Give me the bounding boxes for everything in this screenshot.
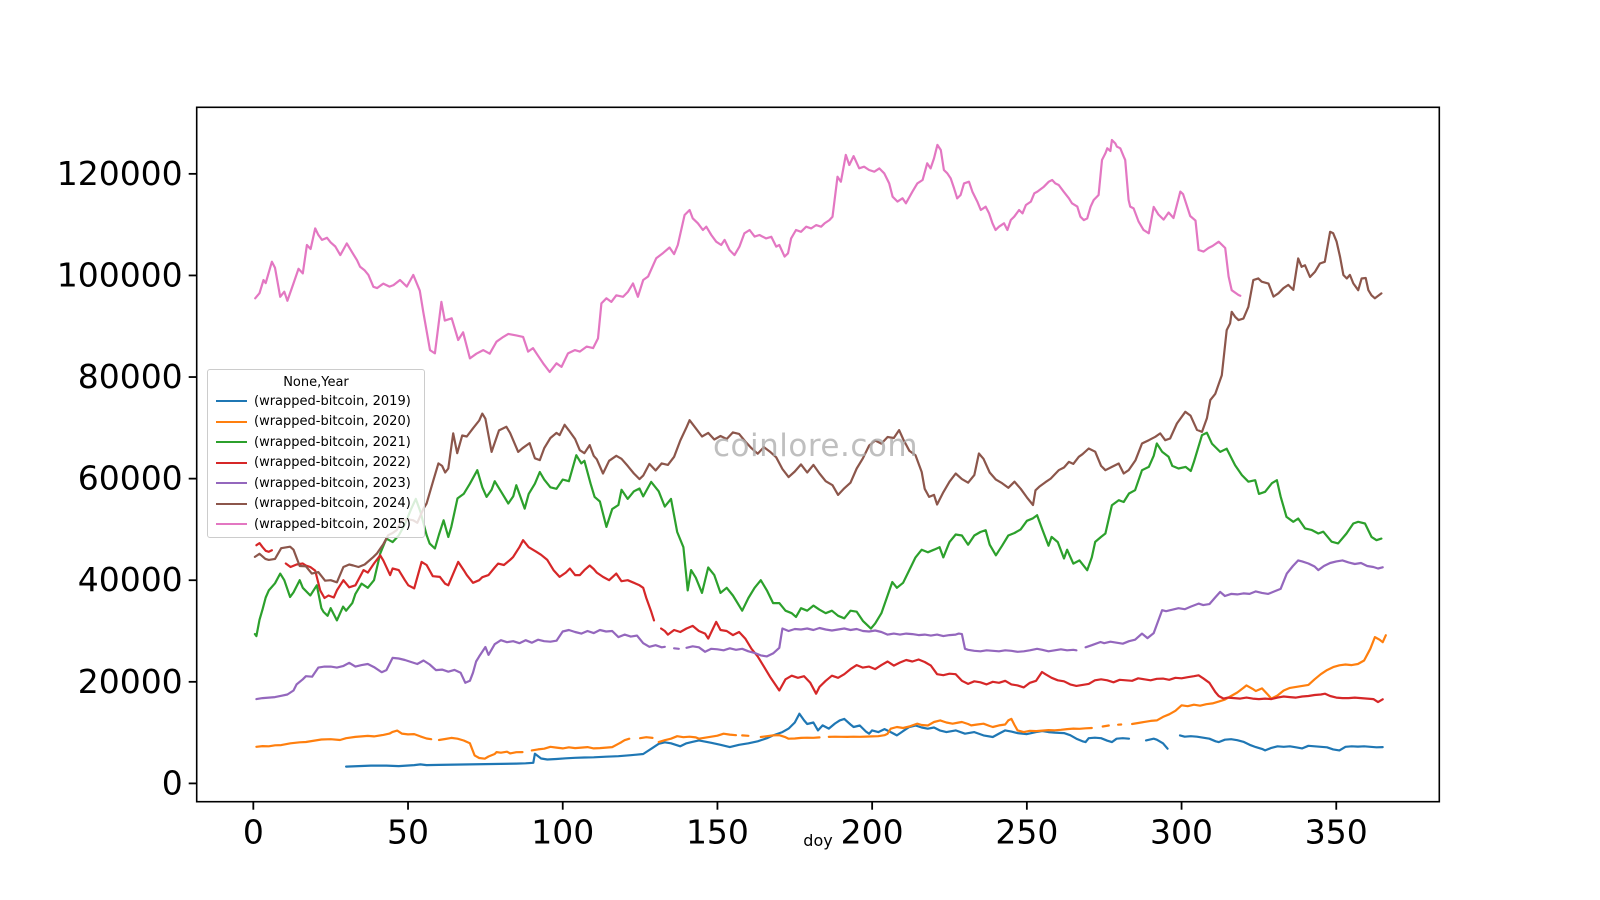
legend-label: (wrapped-bitcoin, 2023): [254, 475, 411, 491]
series-line-2020: [638, 736, 654, 740]
series-line-2019: [1144, 737, 1169, 750]
legend-entry: (wrapped-bitcoin, 2019): [216, 391, 416, 412]
legend-line-sample: [216, 441, 247, 444]
legend-line-sample: [216, 482, 247, 485]
x-tick-label: 50: [387, 813, 429, 852]
legend-entry: (wrapped-bitcoin, 2021): [216, 432, 416, 453]
x-tick-label: 0: [243, 813, 264, 852]
legend-entry: (wrapped-bitcoin, 2025): [216, 514, 416, 535]
y-tick-label: 80000: [78, 357, 183, 396]
series-line-2024: [253, 230, 1383, 584]
x-tick-label: 100: [531, 813, 594, 852]
series-line-2020: [1101, 724, 1110, 728]
legend-label: (wrapped-bitcoin, 2024): [254, 496, 411, 512]
legend-title: None,Year: [283, 375, 349, 390]
series-line-2019: [345, 712, 1131, 768]
legend-entries: (wrapped-bitcoin, 2019) (wrapped-bitcoin,…: [216, 391, 416, 535]
series-line-2023: [1084, 559, 1384, 649]
legend-label: (wrapped-bitcoin, 2025): [254, 516, 411, 532]
legend-line-sample: [216, 502, 247, 505]
series-line-2022: [659, 620, 1384, 704]
series-line-2023: [685, 626, 1078, 658]
legend-label: (wrapped-bitcoin, 2019): [254, 393, 411, 409]
series-line-2022: [284, 539, 656, 622]
series-line-2020: [437, 736, 524, 760]
x-tick-label: 150: [686, 813, 749, 852]
series-line-2019: [1178, 734, 1384, 752]
legend-line-sample: [216, 523, 247, 526]
series-line-2020: [657, 732, 738, 744]
series-line-2020: [530, 737, 631, 752]
x-tick-label: 350: [1305, 813, 1368, 852]
x-tick-label: 250: [995, 813, 1058, 852]
legend-entry: (wrapped-bitcoin, 2020): [216, 412, 416, 433]
axes-frame: [195, 106, 1441, 803]
x-axis-label: doy: [803, 831, 833, 850]
legend-label: (wrapped-bitcoin, 2022): [254, 455, 411, 471]
legend-line-sample: [216, 461, 247, 464]
series-line-2023: [672, 647, 680, 650]
legend-entry: (wrapped-bitcoin, 2022): [216, 453, 416, 474]
legend-entry: (wrapped-bitcoin, 2023): [216, 473, 416, 494]
legend-label: (wrapped-bitcoin, 2020): [254, 414, 411, 430]
y-tick-label: 120000: [57, 154, 183, 193]
series-line-2020: [759, 734, 821, 740]
series-line-2022: [255, 541, 273, 553]
series-line-2020: [255, 729, 433, 748]
legend-line-sample: [216, 400, 247, 403]
legend-label: (wrapped-bitcoin, 2021): [254, 434, 411, 450]
series-line-2023: [255, 628, 666, 701]
x-tick-label: 200: [841, 813, 904, 852]
y-tick-label: 20000: [78, 662, 183, 701]
legend-line-sample: [216, 420, 247, 423]
series-line-2020: [827, 717, 1093, 739]
watermark: coinlore.com: [713, 428, 919, 464]
y-tick-label: 100000: [57, 255, 183, 294]
legend: None,Year (wrapped-bitcoin, 2019) (wrappe…: [207, 369, 425, 538]
y-tick-label: 0: [162, 763, 183, 802]
series-line-2025: [254, 138, 1242, 374]
x-tick-label: 300: [1150, 813, 1213, 852]
series-line-2020: [1130, 634, 1387, 726]
legend-entry: (wrapped-bitcoin, 2024): [216, 494, 416, 515]
y-tick-label: 60000: [78, 459, 183, 498]
y-tick-label: 40000: [78, 560, 183, 599]
